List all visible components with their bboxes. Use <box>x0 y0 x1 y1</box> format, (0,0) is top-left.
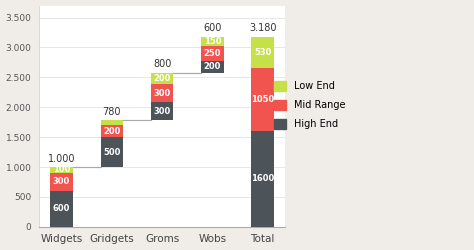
Text: 1.000: 1.000 <box>48 154 75 164</box>
Bar <box>201 46 224 60</box>
Bar <box>50 173 73 191</box>
Text: 300: 300 <box>53 178 70 186</box>
Text: 200: 200 <box>204 62 221 71</box>
Text: 780: 780 <box>102 107 121 117</box>
Text: 600: 600 <box>203 23 221 33</box>
Text: 800: 800 <box>153 59 171 69</box>
Bar <box>50 191 73 227</box>
Bar <box>50 167 73 173</box>
Text: 200: 200 <box>154 74 171 83</box>
Text: 1600: 1600 <box>251 174 274 184</box>
Text: 250: 250 <box>204 48 221 58</box>
Text: 500: 500 <box>103 148 120 156</box>
Bar <box>251 68 274 131</box>
Text: 200: 200 <box>103 127 120 136</box>
Bar <box>100 125 123 137</box>
Bar <box>151 102 173 120</box>
Text: 100: 100 <box>53 166 70 174</box>
Bar <box>151 72 173 85</box>
Text: 1050: 1050 <box>251 95 274 104</box>
Text: 3.180: 3.180 <box>249 23 276 33</box>
Bar <box>100 120 123 125</box>
Text: 300: 300 <box>154 89 171 98</box>
Text: 600: 600 <box>53 204 70 213</box>
Bar <box>201 37 224 46</box>
Bar <box>201 60 224 72</box>
Text: 530: 530 <box>254 48 271 57</box>
Bar <box>251 131 274 227</box>
Legend: Low End, Mid Range, High End: Low End, Mid Range, High End <box>271 77 349 133</box>
Text: 150: 150 <box>204 37 221 46</box>
Bar <box>251 37 274 68</box>
Text: 300: 300 <box>154 107 171 116</box>
Bar <box>100 137 123 167</box>
Bar <box>151 84 173 102</box>
